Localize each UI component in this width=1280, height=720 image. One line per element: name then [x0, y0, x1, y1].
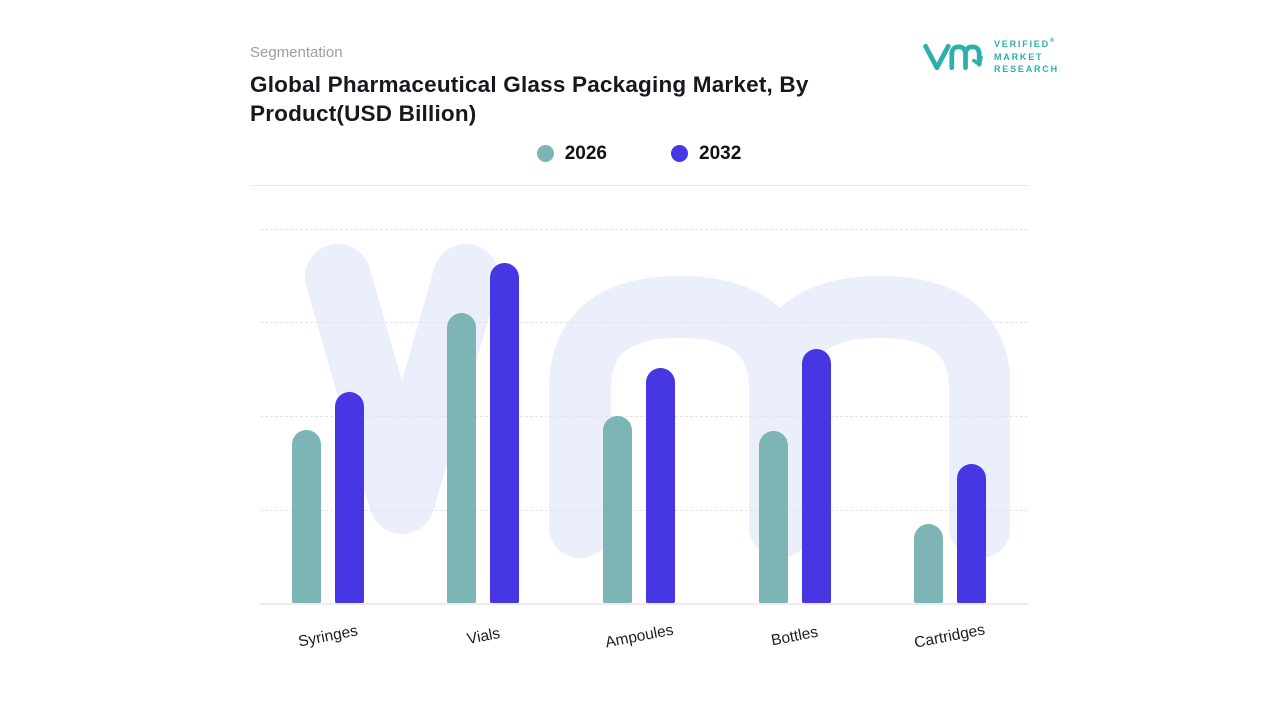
category-cell-cartridges: Cartridges: [872, 621, 1028, 651]
bar-group-cartridges: [914, 229, 987, 604]
legend-item-2026[interactable]: 2026: [536, 142, 607, 165]
legend-item-2032[interactable]: 2032: [671, 143, 741, 165]
category-label: Cartridges: [913, 620, 987, 652]
page-title: Global Pharmaceutical Glass Packaging Ma…: [250, 70, 1028, 129]
bar-group-vials: [447, 229, 520, 604]
bar-group-syringes: [291, 229, 364, 604]
gridline: [260, 509, 1028, 511]
legend-label-2032: 2032: [699, 142, 742, 164]
bar-2032-bottles: [801, 348, 831, 604]
bar-group-ampoules: [602, 229, 675, 604]
vmr-logo: VERIFIED® MARKET RESEARCH: [922, 36, 1059, 78]
bar-2032-cartridges: [957, 464, 987, 604]
x-axis-baseline: [260, 602, 1028, 605]
bar-2026-ampoules: [602, 416, 632, 604]
bar-2026-vials: [447, 312, 477, 604]
header-divider: [250, 184, 1028, 186]
legend-label-2026: 2026: [564, 142, 607, 164]
category-cell-syringes: Syringes: [250, 622, 406, 650]
vmr-logo-mark-icon: [923, 43, 983, 71]
bar-groups: [250, 229, 1028, 604]
bar-2032-syringes: [334, 391, 364, 604]
bar-2026-syringes: [291, 429, 321, 604]
bar-2026-bottles: [758, 430, 788, 604]
category-label: Bottles: [769, 623, 820, 649]
legend-swatch-2026: [536, 145, 554, 162]
gridline: [260, 416, 1028, 417]
vmr-logo-text: VERIFIED® MARKET RESEARCH: [994, 37, 1059, 75]
chart-content: Segmentation Global Pharmaceutical Glass…: [250, 44, 1028, 651]
logo-line-market: MARKET: [994, 51, 1044, 62]
category-label: Ampoules: [603, 621, 675, 651]
plot-area: [250, 228, 1028, 605]
gridline: [260, 322, 1028, 324]
category-label: Syringes: [296, 621, 359, 651]
category-cell-ampoules: Ampoules: [561, 621, 717, 651]
legend-swatch-2032: [671, 145, 688, 162]
bar-group-bottles: [758, 229, 831, 604]
title-line-2: Product(USD Billion): [250, 101, 477, 127]
category-cell-vials: Vials: [406, 624, 562, 647]
category-cell-bottles: Bottles: [717, 623, 873, 649]
category-labels: Syringes Vials Ampoules Bottles Cartridges: [250, 621, 1028, 651]
logo-line-research: RESEARCH: [994, 64, 1059, 75]
logo-line-verified: VERIFIED®: [994, 37, 1057, 49]
gridline: [260, 228, 1028, 230]
eyebrow-label: Segmentation: [250, 44, 343, 61]
registered-mark: ®: [1049, 37, 1057, 44]
category-label: Vials: [465, 624, 502, 648]
bar-2026-cartridges: [914, 523, 944, 604]
bar-2032-vials: [490, 263, 520, 604]
bar-2032-ampoules: [645, 368, 675, 604]
title-line-1: Global Pharmaceutical Glass Packaging Ma…: [250, 72, 809, 97]
legend: 2026 2032: [250, 143, 1028, 165]
